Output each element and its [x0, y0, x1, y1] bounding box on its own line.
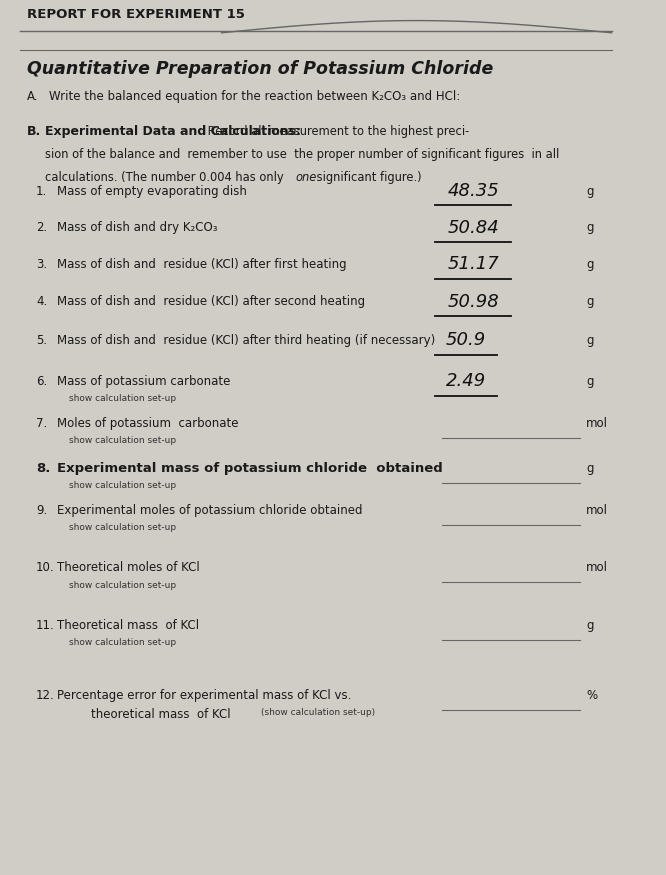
- Text: 50.9: 50.9: [446, 331, 486, 349]
- Text: (show calculation set-up): (show calculation set-up): [261, 708, 375, 717]
- Text: 10.: 10.: [36, 562, 55, 574]
- Text: Moles of potassium  carbonate: Moles of potassium carbonate: [57, 416, 238, 430]
- Text: Percentage error for experimental mass of KCl vs.: Percentage error for experimental mass o…: [57, 689, 351, 702]
- Text: Write the balanced equation for the reaction between K₂CO₃ and HCl:: Write the balanced equation for the reac…: [49, 90, 460, 103]
- Text: g: g: [586, 221, 594, 234]
- Text: g: g: [586, 374, 594, 388]
- Text: mol: mol: [586, 504, 608, 517]
- Text: g: g: [586, 296, 594, 308]
- Text: 11.: 11.: [36, 619, 55, 632]
- Text: Mass of dish and  residue (KCl) after second heating: Mass of dish and residue (KCl) after sec…: [57, 296, 365, 308]
- Text: show calculation set-up: show calculation set-up: [69, 436, 176, 444]
- Text: 8.: 8.: [36, 462, 51, 475]
- Text: 50.84: 50.84: [448, 219, 499, 236]
- Text: mol: mol: [586, 562, 608, 574]
- Text: show calculation set-up: show calculation set-up: [69, 523, 176, 532]
- Text: Quantitative Preparation of Potassium Chloride: Quantitative Preparation of Potassium Ch…: [27, 60, 493, 78]
- Text: 2.: 2.: [36, 221, 47, 234]
- Text: one: one: [296, 171, 317, 184]
- Text: show calculation set-up: show calculation set-up: [69, 394, 176, 402]
- Text: 50.98: 50.98: [448, 293, 499, 311]
- Text: B.: B.: [27, 125, 41, 138]
- Text: 6.: 6.: [36, 374, 47, 388]
- Text: g: g: [586, 333, 594, 346]
- Text: REPORT FOR EXPERIMENT 15: REPORT FOR EXPERIMENT 15: [27, 9, 244, 22]
- Text: Experimental moles of potassium chloride obtained: Experimental moles of potassium chloride…: [57, 504, 362, 517]
- Text: Mass of potassium carbonate: Mass of potassium carbonate: [57, 374, 230, 388]
- Text: show calculation set-up: show calculation set-up: [69, 481, 176, 490]
- Text: g: g: [586, 619, 594, 632]
- Text: Experimental mass of potassium chloride  obtained: Experimental mass of potassium chloride …: [57, 462, 442, 475]
- Text: 2.49: 2.49: [446, 372, 486, 390]
- Text: A.: A.: [27, 90, 38, 103]
- Text: show calculation set-up: show calculation set-up: [69, 580, 176, 590]
- Text: 1.: 1.: [36, 185, 47, 198]
- Text: significant figure.): significant figure.): [314, 171, 422, 184]
- Text: g: g: [586, 258, 594, 271]
- Text: calculations. (The number 0.004 has only: calculations. (The number 0.004 has only: [45, 171, 288, 184]
- Text: mol: mol: [586, 416, 608, 430]
- Text: %: %: [586, 689, 597, 702]
- Text: g: g: [586, 185, 594, 198]
- Text: Mass of dish and  residue (KCl) after third heating (if necessary): Mass of dish and residue (KCl) after thi…: [57, 333, 435, 346]
- Text: Record all measurement to the highest preci-: Record all measurement to the highest pr…: [204, 125, 469, 138]
- Text: Mass of dish and  residue (KCl) after first heating: Mass of dish and residue (KCl) after fir…: [57, 258, 346, 271]
- Text: 5.: 5.: [36, 333, 47, 346]
- Text: theoretical mass  of KCl: theoretical mass of KCl: [91, 708, 231, 721]
- Text: g: g: [586, 462, 594, 475]
- Text: Theoretical mass  of KCl: Theoretical mass of KCl: [57, 619, 199, 632]
- Text: 48.35: 48.35: [448, 182, 499, 200]
- Text: Experimental Data and Calculations:: Experimental Data and Calculations:: [45, 125, 302, 138]
- Text: 9.: 9.: [36, 504, 47, 517]
- Text: 7.: 7.: [36, 416, 47, 430]
- Text: 12.: 12.: [36, 689, 55, 702]
- Text: Mass of empty evaporating dish: Mass of empty evaporating dish: [57, 185, 246, 198]
- Text: 4.: 4.: [36, 296, 47, 308]
- Text: sion of the balance and  remember to use  the proper number of significant figur: sion of the balance and remember to use …: [45, 148, 559, 161]
- Text: 51.17: 51.17: [448, 255, 499, 273]
- Text: Mass of dish and dry K₂CO₃: Mass of dish and dry K₂CO₃: [57, 221, 217, 234]
- Text: Theoretical moles of KCl: Theoretical moles of KCl: [57, 562, 200, 574]
- Text: 3.: 3.: [36, 258, 47, 271]
- Text: show calculation set-up: show calculation set-up: [69, 638, 176, 648]
